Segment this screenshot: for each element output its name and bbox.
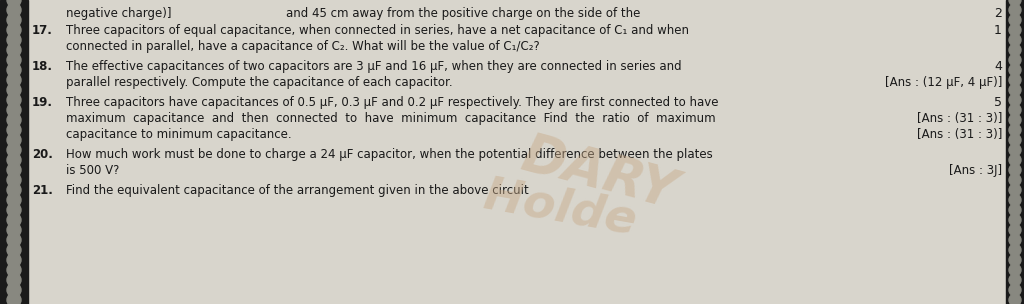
Circle shape <box>7 243 22 257</box>
Circle shape <box>7 73 22 87</box>
Text: 19.: 19. <box>32 96 53 109</box>
Text: 2: 2 <box>994 7 1002 20</box>
Circle shape <box>7 0 22 7</box>
Text: [Ans : (31 : 3)]: [Ans : (31 : 3)] <box>916 112 1002 125</box>
Circle shape <box>7 113 22 127</box>
Circle shape <box>1009 294 1021 304</box>
Text: 4: 4 <box>994 60 1002 73</box>
Text: 20.: 20. <box>32 148 53 161</box>
Circle shape <box>7 253 22 267</box>
Circle shape <box>7 123 22 137</box>
Text: [Ans : (31 : 3)]: [Ans : (31 : 3)] <box>916 128 1002 141</box>
Circle shape <box>1009 64 1021 76</box>
Text: Three capacitors of equal capacitance, when connected in series, have a net capa: Three capacitors of equal capacitance, w… <box>66 24 689 37</box>
Text: 18.: 18. <box>32 60 53 73</box>
Text: parallel respectively. Compute the capacitance of each capacitor.: parallel respectively. Compute the capac… <box>66 76 453 89</box>
Text: connected in parallel, have a capacitance of C₂. What will be the value of C₁/C₂: connected in parallel, have a capacitanc… <box>66 40 540 53</box>
Circle shape <box>7 303 22 304</box>
Circle shape <box>7 163 22 177</box>
Circle shape <box>1009 234 1021 246</box>
Circle shape <box>7 93 22 107</box>
Circle shape <box>7 203 22 217</box>
Text: maximum  capacitance  and  then  connected  to  have  minimum  capacitance  Find: maximum capacitance and then connected t… <box>66 112 716 125</box>
Circle shape <box>7 33 22 47</box>
Circle shape <box>7 283 22 297</box>
Circle shape <box>7 3 22 17</box>
Circle shape <box>1009 284 1021 296</box>
Circle shape <box>7 83 22 97</box>
Bar <box>1006 0 1024 304</box>
Circle shape <box>1009 24 1021 36</box>
Circle shape <box>1009 224 1021 236</box>
Circle shape <box>7 193 22 207</box>
Circle shape <box>1009 174 1021 186</box>
Text: Holde: Holde <box>480 174 640 244</box>
Circle shape <box>7 143 22 157</box>
Circle shape <box>7 183 22 197</box>
Circle shape <box>1009 34 1021 46</box>
Circle shape <box>1009 14 1021 26</box>
Circle shape <box>7 213 22 227</box>
Circle shape <box>1009 264 1021 276</box>
Circle shape <box>7 103 22 117</box>
Circle shape <box>1009 194 1021 206</box>
Circle shape <box>1009 154 1021 166</box>
Text: Find the equivalent capacitance of the arrangement given in the above circuit: Find the equivalent capacitance of the a… <box>66 184 528 197</box>
Text: The effective capacitances of two capacitors are 3 μF and 16 μF, when they are c: The effective capacitances of two capaci… <box>66 60 682 73</box>
Text: DARY: DARY <box>517 128 683 220</box>
Text: and 45 cm away from the positive charge on the side of the: and 45 cm away from the positive charge … <box>286 7 640 20</box>
Text: 21.: 21. <box>32 184 53 197</box>
Text: Three capacitors have capacitances of 0.5 μF, 0.3 μF and 0.2 μF respectively. Th: Three capacitors have capacitances of 0.… <box>66 96 719 109</box>
Text: 17.: 17. <box>32 24 53 37</box>
Circle shape <box>7 173 22 187</box>
Text: negative charge)]: negative charge)] <box>66 7 171 20</box>
Circle shape <box>7 233 22 247</box>
Text: [Ans : (12 μF, 4 μF)]: [Ans : (12 μF, 4 μF)] <box>885 76 1002 89</box>
Text: 1: 1 <box>994 24 1002 37</box>
Circle shape <box>1009 214 1021 226</box>
Circle shape <box>1009 254 1021 266</box>
Circle shape <box>7 293 22 304</box>
Text: How much work must be done to charge a 24 μF capacitor, when the potential diffe: How much work must be done to charge a 2… <box>66 148 713 161</box>
Bar <box>0 0 28 304</box>
Circle shape <box>7 133 22 147</box>
Circle shape <box>1009 84 1021 96</box>
Circle shape <box>1009 114 1021 126</box>
Circle shape <box>7 153 22 167</box>
Circle shape <box>7 223 22 237</box>
Text: is 500 V?: is 500 V? <box>66 164 120 177</box>
Circle shape <box>1009 44 1021 56</box>
Circle shape <box>1009 144 1021 156</box>
Text: capacitance to minimum capacitance.: capacitance to minimum capacitance. <box>66 128 292 141</box>
Text: 5: 5 <box>994 96 1002 109</box>
Circle shape <box>7 13 22 27</box>
Circle shape <box>7 23 22 37</box>
Circle shape <box>7 43 22 57</box>
Circle shape <box>1009 104 1021 116</box>
Circle shape <box>7 63 22 77</box>
Text: [Ans : 3J]: [Ans : 3J] <box>949 164 1002 177</box>
Circle shape <box>7 263 22 277</box>
Circle shape <box>1009 274 1021 286</box>
Circle shape <box>7 53 22 67</box>
Circle shape <box>1009 244 1021 256</box>
Circle shape <box>1009 0 1021 6</box>
Circle shape <box>1009 94 1021 106</box>
Circle shape <box>1009 184 1021 196</box>
Circle shape <box>7 273 22 287</box>
Circle shape <box>1009 134 1021 146</box>
Circle shape <box>1009 74 1021 86</box>
Circle shape <box>1009 164 1021 176</box>
Circle shape <box>1009 124 1021 136</box>
Circle shape <box>1009 204 1021 216</box>
Circle shape <box>1009 54 1021 66</box>
Circle shape <box>1009 4 1021 16</box>
